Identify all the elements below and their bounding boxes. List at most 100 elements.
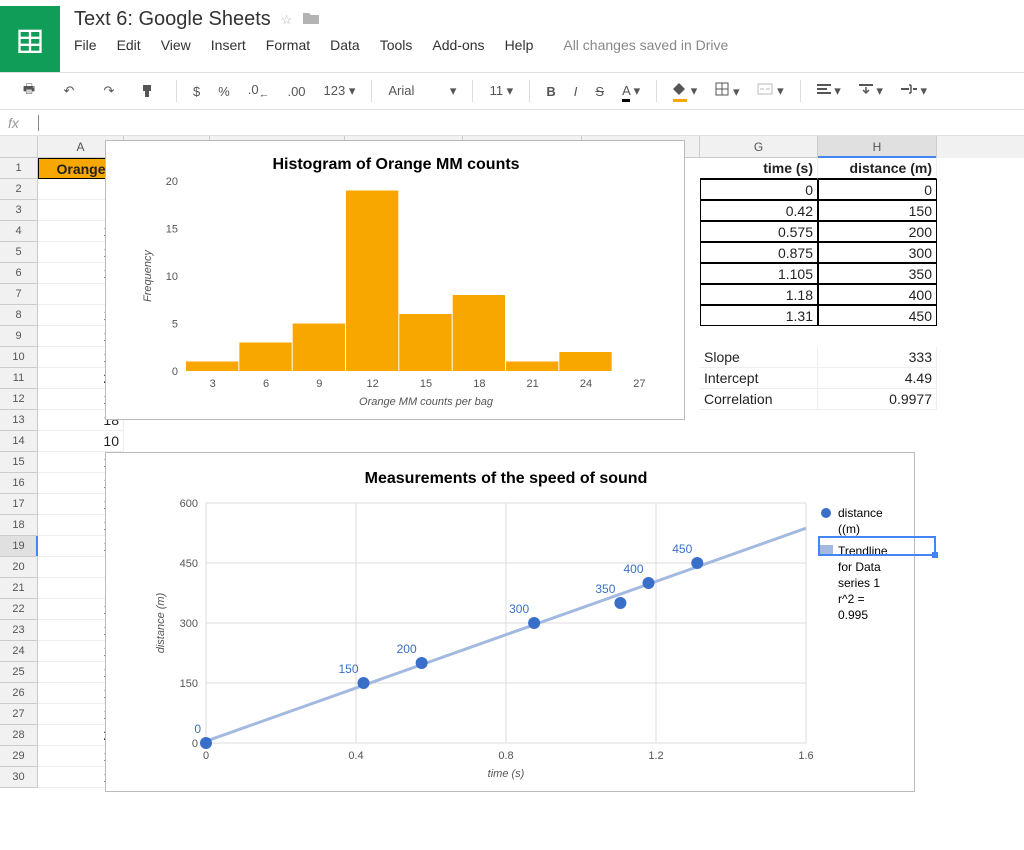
- row-header-28[interactable]: 28: [0, 725, 38, 746]
- cell-A14[interactable]: 10: [38, 431, 124, 452]
- svg-text:r^2 =: r^2 =: [838, 592, 865, 606]
- row-header-22[interactable]: 22: [0, 599, 38, 620]
- row-header-29[interactable]: 29: [0, 746, 38, 767]
- merge-button[interactable]: ▾: [751, 79, 789, 103]
- document-title[interactable]: Text 6: Google Sheets: [74, 8, 271, 31]
- cell-G1[interactable]: time (s): [700, 158, 818, 179]
- row-header-19[interactable]: 19: [0, 536, 38, 557]
- row-header-24[interactable]: 24: [0, 641, 38, 662]
- cell-H11[interactable]: 4.49: [818, 368, 937, 389]
- svg-text:21: 21: [527, 378, 539, 390]
- cell-H10[interactable]: 333: [818, 347, 937, 368]
- cell-H2[interactable]: 0: [818, 179, 937, 200]
- row-header-5[interactable]: 5: [0, 242, 38, 263]
- cell-H5[interactable]: 300: [818, 242, 937, 263]
- row-header-23[interactable]: 23: [0, 620, 38, 641]
- undo-button[interactable]: ↶: [52, 76, 86, 106]
- text-color-button[interactable]: A ▾: [616, 79, 646, 103]
- print-button[interactable]: 🖶: [12, 76, 46, 106]
- scatter-chart[interactable]: Measurements of the speed of sound015030…: [105, 452, 915, 792]
- increase-decimal-button[interactable]: .00: [281, 80, 311, 103]
- valign-button[interactable]: ▾: [853, 79, 889, 103]
- redo-button[interactable]: ↷: [92, 76, 126, 106]
- row-header-25[interactable]: 25: [0, 662, 38, 683]
- column-header-H[interactable]: H: [818, 136, 937, 158]
- percent-button[interactable]: %: [212, 80, 236, 103]
- cell-H12[interactable]: 0.9977: [818, 389, 937, 410]
- toolbar: 🖶 ↶ ↷ $ % .0← .00 123 ▾ Arial ▾ 11 ▾ B I…: [0, 72, 1024, 110]
- decrease-decimal-button[interactable]: .0←: [242, 78, 276, 105]
- row-header-11[interactable]: 11: [0, 368, 38, 389]
- cell-H8[interactable]: 450: [818, 305, 937, 326]
- menu-bar: File Edit View Insert Format Data Tools …: [74, 31, 1024, 59]
- menu-insert[interactable]: Insert: [211, 37, 246, 53]
- row-header-14[interactable]: 14: [0, 431, 38, 452]
- wrap-button[interactable]: ▾: [895, 79, 933, 103]
- cell-G5[interactable]: 0.875: [700, 242, 818, 263]
- row-header-13[interactable]: 13: [0, 410, 38, 431]
- row-header-30[interactable]: 30: [0, 767, 38, 788]
- menu-data[interactable]: Data: [330, 37, 360, 53]
- row-header-18[interactable]: 18: [0, 515, 38, 536]
- paint-format-button[interactable]: [132, 76, 166, 106]
- bold-button[interactable]: B: [540, 80, 561, 103]
- row-header-12[interactable]: 12: [0, 389, 38, 410]
- fill-color-button[interactable]: ▾: [667, 79, 703, 103]
- svg-text:0: 0: [192, 738, 198, 750]
- row-header-7[interactable]: 7: [0, 284, 38, 305]
- spreadsheet-grid[interactable]: ABCDEFGH 1234567891011121314151617181920…: [0, 136, 1024, 850]
- cell-G6[interactable]: 1.105: [700, 263, 818, 284]
- row-header-10[interactable]: 10: [0, 347, 38, 368]
- currency-button[interactable]: $: [187, 80, 206, 103]
- row-header-15[interactable]: 15: [0, 452, 38, 473]
- number-format-dropdown[interactable]: 123 ▾: [318, 79, 362, 103]
- row-header-2[interactable]: 2: [0, 179, 38, 200]
- formula-bar[interactable]: fx: [0, 110, 1024, 136]
- menu-help[interactable]: Help: [505, 37, 534, 53]
- cell-G8[interactable]: 1.31: [700, 305, 818, 326]
- cell-G10[interactable]: Slope: [700, 347, 818, 368]
- column-header-G[interactable]: G: [700, 136, 818, 158]
- menu-format[interactable]: Format: [266, 37, 310, 53]
- strikethrough-button[interactable]: S: [589, 80, 610, 103]
- italic-button[interactable]: I: [568, 80, 584, 103]
- row-header-3[interactable]: 3: [0, 200, 38, 221]
- cell-G3[interactable]: 0.42: [700, 200, 818, 221]
- row-header-1[interactable]: 1: [0, 158, 38, 179]
- select-all-corner[interactable]: [0, 136, 38, 158]
- cell-H4[interactable]: 200: [818, 221, 937, 242]
- menu-addons[interactable]: Add-ons: [432, 37, 484, 53]
- borders-button[interactable]: ▾: [709, 78, 745, 104]
- cell-H6[interactable]: 350: [818, 263, 937, 284]
- font-family-dropdown[interactable]: Arial ▾: [382, 79, 462, 103]
- cell-G12[interactable]: Correlation: [700, 389, 818, 410]
- row-header-27[interactable]: 27: [0, 704, 38, 725]
- row-header-20[interactable]: 20: [0, 557, 38, 578]
- sheets-logo[interactable]: [0, 6, 60, 72]
- cell-G2[interactable]: 0: [700, 179, 818, 200]
- menu-file[interactable]: File: [74, 37, 97, 53]
- row-header-4[interactable]: 4: [0, 221, 38, 242]
- menu-edit[interactable]: Edit: [117, 37, 141, 53]
- cell-H1[interactable]: distance (m): [818, 158, 937, 179]
- cell-G7[interactable]: 1.18: [700, 284, 818, 305]
- row-header-8[interactable]: 8: [0, 305, 38, 326]
- folder-icon[interactable]: [302, 11, 320, 28]
- row-header-16[interactable]: 16: [0, 473, 38, 494]
- menu-tools[interactable]: Tools: [380, 37, 413, 53]
- cell-H7[interactable]: 400: [818, 284, 937, 305]
- row-header-26[interactable]: 26: [0, 683, 38, 704]
- histogram-chart[interactable]: Histogram of Orange MM counts51015203691…: [105, 140, 685, 420]
- cell-G11[interactable]: Intercept: [700, 368, 818, 389]
- row-header-6[interactable]: 6: [0, 263, 38, 284]
- svg-text:150: 150: [180, 678, 198, 690]
- font-size-dropdown[interactable]: 11 ▾: [483, 79, 519, 103]
- star-icon[interactable]: ☆: [281, 12, 293, 28]
- menu-view[interactable]: View: [161, 37, 191, 53]
- cell-H3[interactable]: 150: [818, 200, 937, 221]
- row-header-17[interactable]: 17: [0, 494, 38, 515]
- row-header-21[interactable]: 21: [0, 578, 38, 599]
- row-header-9[interactable]: 9: [0, 326, 38, 347]
- align-button[interactable]: ▾: [811, 79, 847, 103]
- cell-G4[interactable]: 0.575: [700, 221, 818, 242]
